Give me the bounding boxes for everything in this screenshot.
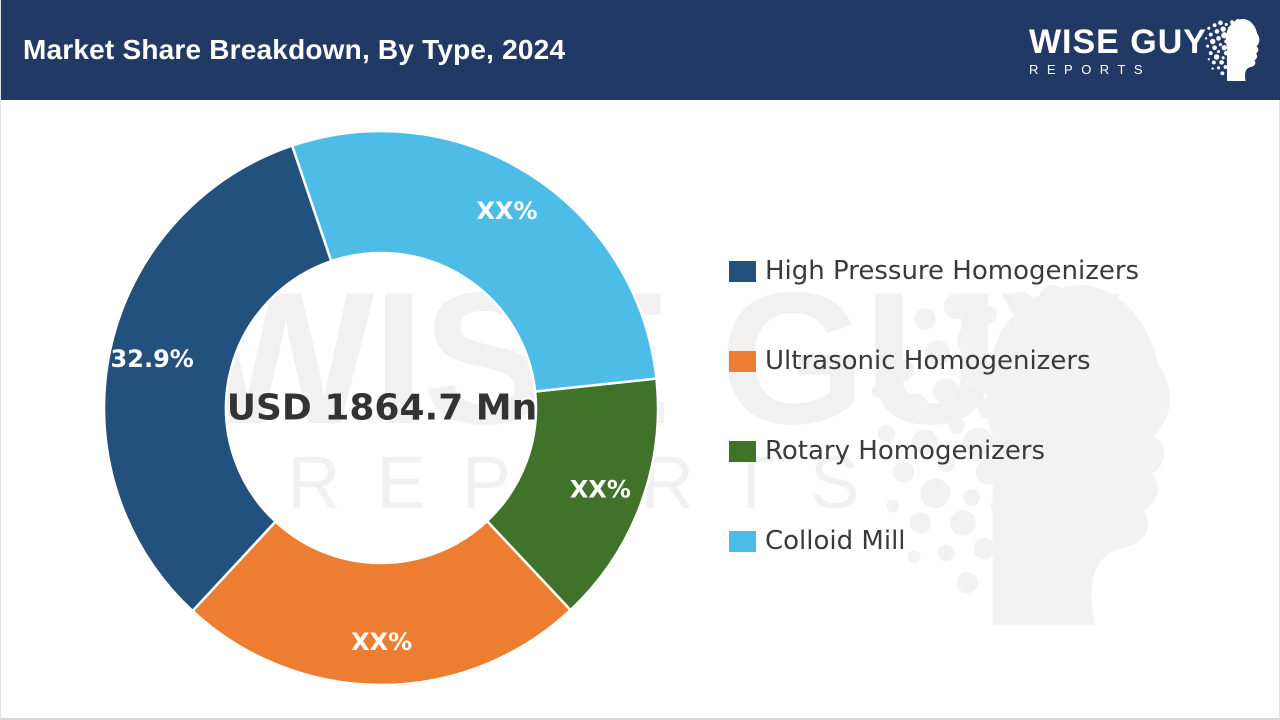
- logo-face-icon: [1203, 16, 1265, 84]
- legend-item-high-pressure-homogenizers: High Pressure Homogenizers: [729, 256, 1139, 286]
- legend-label: Rotary Homogenizers: [765, 436, 1046, 466]
- slice-percent-label: 32.9%: [111, 345, 194, 373]
- pie-slice-high-pressure-homogenizers: [102, 144, 333, 613]
- slice-percent-label: XX%: [351, 628, 412, 656]
- pie-slice-ultrasonic-homogenizers: [191, 519, 572, 687]
- logo-subtext: REPORTS: [1028, 61, 1152, 77]
- wise-guy-reports-logo: WISE GUY REPORTS: [1029, 12, 1265, 88]
- bottom-divider: [1, 718, 1280, 720]
- legend-item-ultrasonic-homogenizers: Ultrasonic Homogenizers: [729, 346, 1139, 376]
- slice-percent-label: XX%: [570, 475, 631, 503]
- legend-swatch: [729, 440, 756, 462]
- legend-item-colloid-mill: Colloid Mill: [729, 526, 1139, 556]
- page-title: Market Share Breakdown, By Type, 2024: [23, 34, 566, 65]
- pie-slice-colloid-mill: [290, 129, 658, 393]
- legend-label: Ultrasonic Homogenizers: [765, 346, 1091, 376]
- legend-label: High Pressure Homogenizers: [765, 256, 1140, 286]
- legend-swatch: [729, 260, 756, 282]
- logo-wordmark: WISE GUY: [1028, 22, 1207, 61]
- donut-chart: 32.9% XX% XX% XX%: [102, 129, 660, 687]
- header-bar: Market Share Breakdown, By Type, 2024 WI…: [1, 0, 1280, 100]
- legend-swatch: [729, 530, 756, 552]
- legend-swatch: [729, 350, 756, 372]
- pie-slice-rotary-homogenizers: [485, 377, 660, 612]
- chart-legend: High Pressure Homogenizers Ultrasonic Ho…: [729, 256, 1139, 616]
- slice-percent-label: XX%: [477, 197, 538, 225]
- chart-center-value: USD 1864.7 Mn: [226, 387, 538, 429]
- legend-label: Colloid Mill: [765, 526, 906, 556]
- legend-item-rotary-homogenizers: Rotary Homogenizers: [729, 436, 1139, 466]
